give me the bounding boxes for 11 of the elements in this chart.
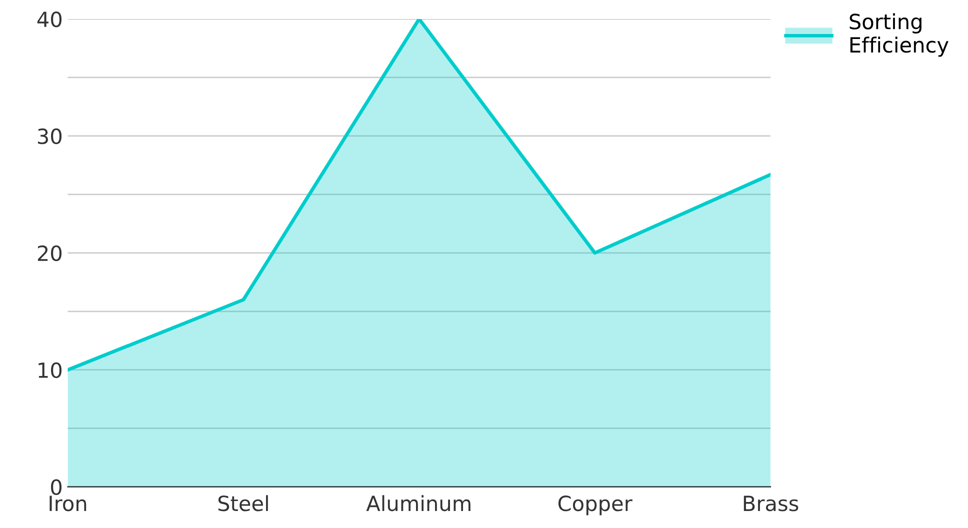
y-tick-label: 30 bbox=[38, 128, 62, 144]
x-tick-label: Aluminum bbox=[366, 495, 470, 512]
legend-label: Sorting Efficiency bbox=[850, 13, 948, 57]
x-tick-label: Brass bbox=[744, 496, 798, 512]
y-tick-label: 20 bbox=[38, 245, 62, 262]
y-tick-label: 0 bbox=[51, 479, 62, 496]
y-tick-label: 10 bbox=[38, 362, 62, 378]
x-tick-label: Copper bbox=[558, 496, 632, 516]
x-tick-label: Steel bbox=[218, 495, 268, 512]
y-tick-label: 40 bbox=[37, 11, 62, 28]
x-tick-label: Iron bbox=[50, 496, 86, 512]
